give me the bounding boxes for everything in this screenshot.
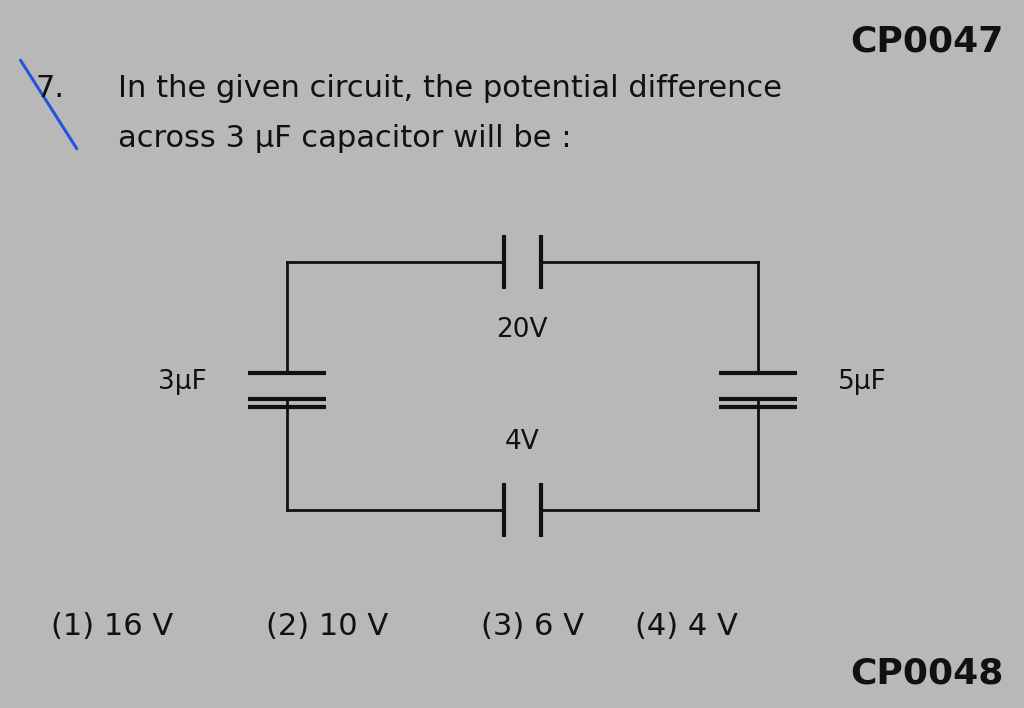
Text: 4V: 4V: [505, 428, 540, 455]
Text: 20V: 20V: [497, 317, 548, 343]
Text: across 3 μF capacitor will be :: across 3 μF capacitor will be :: [118, 124, 571, 152]
Text: CP0047: CP0047: [850, 25, 1004, 59]
Text: 5μF: 5μF: [838, 370, 887, 395]
Text: In the given circuit, the potential difference: In the given circuit, the potential diff…: [118, 74, 781, 103]
Text: 7.: 7.: [36, 74, 65, 103]
Text: 3μF: 3μF: [158, 370, 207, 395]
Text: CP0048: CP0048: [850, 656, 1004, 690]
Text: (3) 6 V: (3) 6 V: [481, 612, 585, 641]
Text: (4) 4 V: (4) 4 V: [635, 612, 737, 641]
Text: (1) 16 V: (1) 16 V: [51, 612, 173, 641]
Text: (2) 10 V: (2) 10 V: [266, 612, 388, 641]
